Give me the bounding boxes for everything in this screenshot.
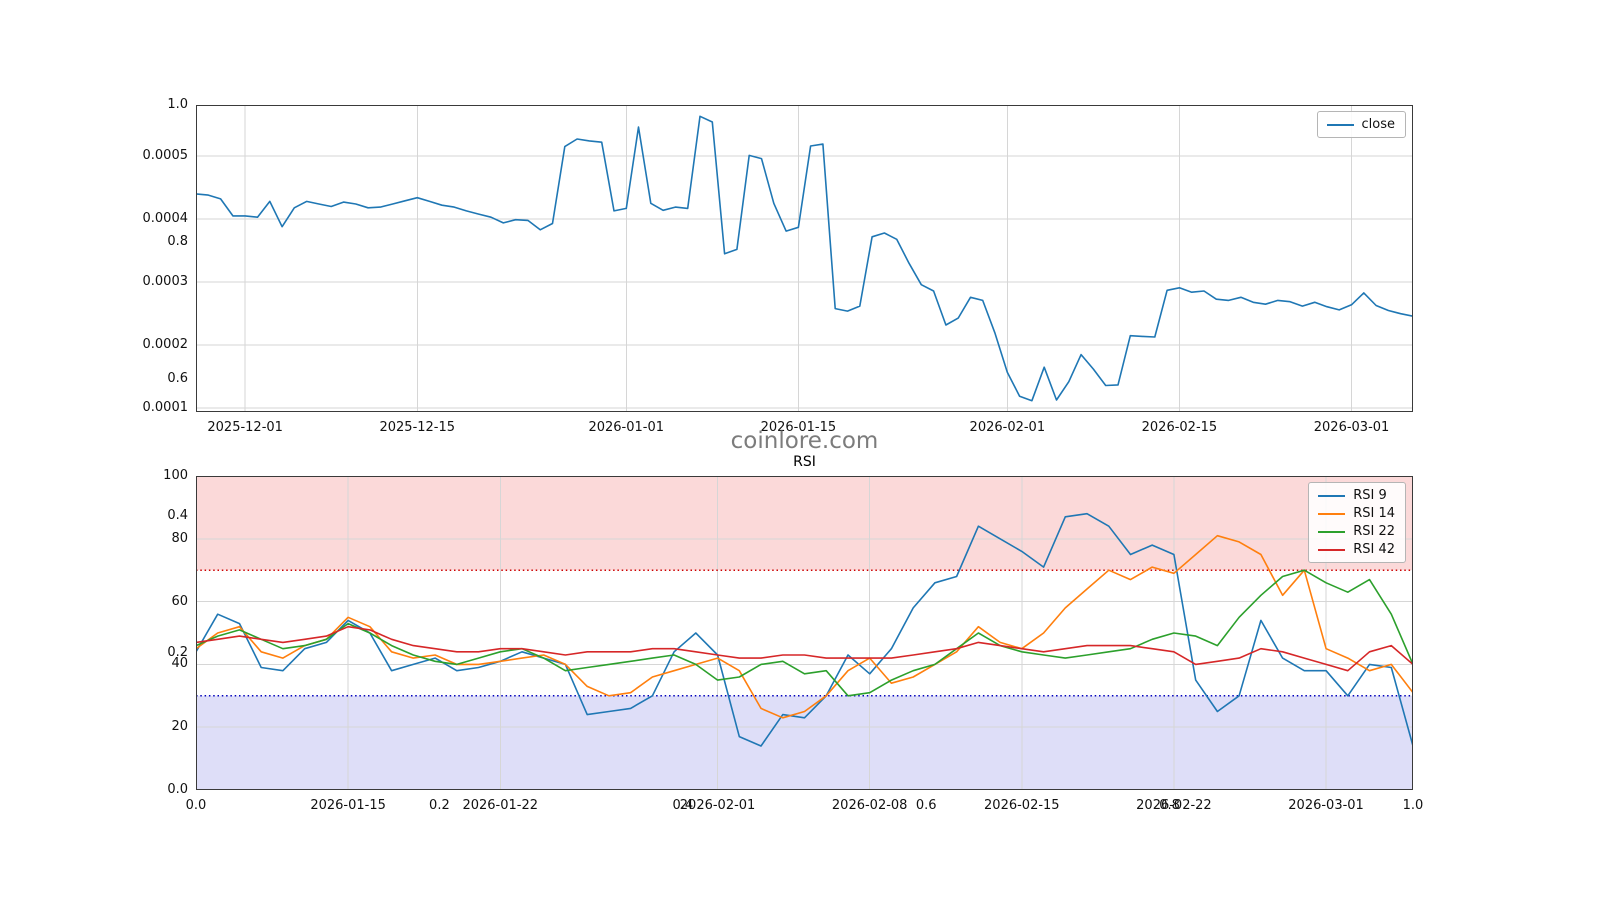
legend-line-sample bbox=[1318, 512, 1346, 515]
legend-item: RSI 22 bbox=[1318, 524, 1395, 539]
rsi-chart: RSI 9 RSI 14 RSI 22 RSI 42 bbox=[196, 476, 1413, 790]
legend-item: RSI 9 bbox=[1318, 488, 1395, 503]
legend-item: close bbox=[1326, 117, 1395, 132]
x-tick-label: 2026-02-15 bbox=[984, 798, 1060, 813]
price-chart-canvas bbox=[196, 105, 1413, 412]
bg-y-tick-label: 1.0 bbox=[167, 97, 188, 112]
bg-y-tick-label: 0.0 bbox=[167, 782, 188, 797]
x-tick-label: 2025-12-01 bbox=[207, 420, 283, 435]
legend-label: RSI 42 bbox=[1353, 542, 1395, 557]
y-tick-label: 20 bbox=[171, 719, 188, 735]
x-tick-label: 2026-01-01 bbox=[588, 420, 665, 435]
y-tick-label: 100 bbox=[163, 468, 188, 483]
bg-x-tick-label: 0.4 bbox=[672, 798, 694, 813]
rsi-title: RSI bbox=[793, 454, 816, 470]
bg-x-tick-label: 0.2 bbox=[429, 798, 450, 813]
legend-label: RSI 9 bbox=[1353, 488, 1387, 503]
bg-x-tick-label: 0.6 bbox=[915, 798, 937, 813]
x-tick-label: 2026-01-15 bbox=[760, 420, 837, 435]
x-tick-label: 2026-02-01 bbox=[679, 798, 756, 813]
bg-x-tick-label: 1.0 bbox=[1402, 798, 1424, 813]
y-tick-label: 0.0005 bbox=[142, 148, 189, 164]
y-tick-label: 0.0004 bbox=[142, 211, 189, 227]
legend-item: RSI 42 bbox=[1318, 542, 1395, 557]
bg-y-tick-label: 0.8 bbox=[167, 234, 188, 249]
x-tick-label: 2025-12-15 bbox=[379, 420, 456, 435]
x-tick-label: 2026-03-01 bbox=[1313, 420, 1390, 435]
y-tick-label: 60 bbox=[171, 593, 188, 609]
bg-y-tick-label: 0.2 bbox=[167, 645, 188, 660]
price-chart: close bbox=[196, 105, 1413, 412]
x-tick-label: 2026-02-01 bbox=[969, 420, 1046, 435]
legend-item: RSI 14 bbox=[1318, 506, 1395, 521]
y-tick-label: 0.0001 bbox=[142, 400, 189, 416]
x-tick-label: 2026-02-08 bbox=[831, 798, 908, 813]
y-tick-label: 0.0003 bbox=[142, 274, 189, 290]
x-tick-label: 2026-02-15 bbox=[1141, 420, 1218, 435]
legend-line-sample bbox=[1318, 548, 1346, 551]
x-tick-label: 2026-02-22 bbox=[1136, 798, 1212, 813]
watermark: coinlore.com bbox=[730, 428, 879, 454]
bg-y-tick-label: 0.4 bbox=[167, 508, 188, 523]
price-legend: close bbox=[1316, 111, 1406, 138]
legend-label: RSI 14 bbox=[1353, 506, 1395, 521]
legend-label: close bbox=[1361, 117, 1395, 132]
x-tick-label: 2026-03-01 bbox=[1288, 798, 1364, 813]
legend-line-sample bbox=[1326, 123, 1354, 126]
bg-y-tick-label: 0.6 bbox=[167, 371, 188, 386]
y-tick-label: 40 bbox=[171, 656, 188, 672]
legend-line-sample bbox=[1318, 494, 1346, 497]
x-tick-label: 2026-01-15 bbox=[310, 798, 386, 813]
legend-label: RSI 22 bbox=[1353, 524, 1395, 539]
x-tick-label: 2026-01-22 bbox=[462, 798, 539, 813]
rsi-chart-canvas bbox=[196, 476, 1413, 790]
rsi-legend: RSI 9 RSI 14 RSI 22 RSI 42 bbox=[1308, 482, 1406, 563]
y-tick-label: 0.0002 bbox=[142, 337, 189, 353]
bg-x-tick-label: 0.0 bbox=[185, 798, 207, 813]
legend-line-sample bbox=[1318, 530, 1346, 533]
bg-x-tick-label: 0.8 bbox=[1159, 798, 1180, 813]
y-tick-label: 80 bbox=[171, 530, 188, 546]
